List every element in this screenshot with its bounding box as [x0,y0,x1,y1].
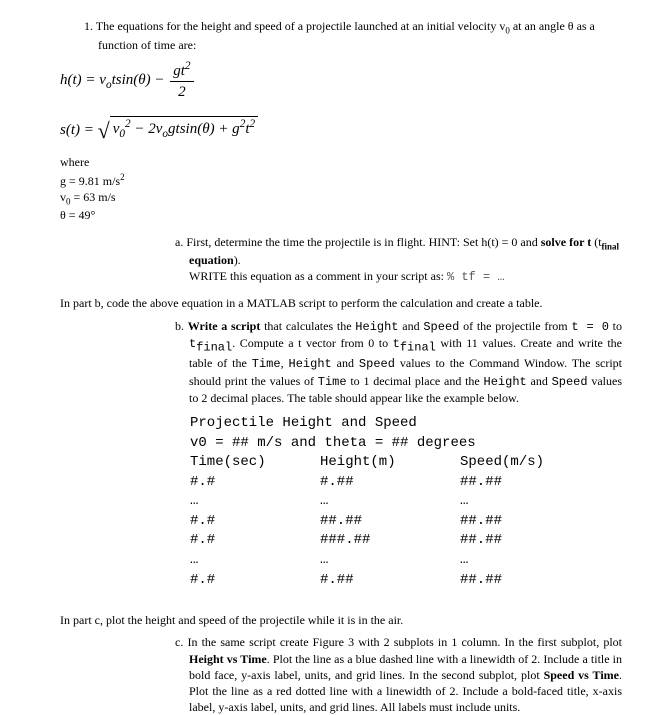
table-row: ……… [190,551,622,571]
q-number: 1. [84,19,93,33]
table-row: #.####.####.## [190,531,622,551]
table-row: ……… [190,492,622,512]
example-title: Projectile Height and Speed [190,414,622,434]
part-a: a. First, determine the time the project… [175,234,622,286]
v0-line: v0 = 63 m/s [60,189,622,208]
part-c-label: c. [175,635,183,649]
theta-line: θ = 49° [60,207,622,223]
g-line: g = 9.81 m/s2 [60,171,622,189]
intro-part-c: In part c, plot the height and speed of … [60,612,622,628]
part-a-label: a. [175,235,183,249]
example-output: Projectile Height and Speed v0 = ## m/s … [190,414,622,590]
question-intro: 1. The equations for the height and spee… [84,18,622,53]
table-row: #.##.####.## [190,473,622,493]
part-b: b. Write a script that calculates the He… [175,318,622,406]
equation-speed: s(t) = √v02 − 2vogtsin(θ) + g2t2 [60,116,622,144]
q-text-1: The equations for the height and speed o… [96,19,506,33]
table-row: #.###.####.## [190,512,622,532]
example-line2: v0 = ## m/s and theta = ## degrees [190,434,622,454]
where-block: where g = 9.81 m/s2 v0 = 63 m/s θ = 49° [60,154,622,223]
where-label: where [60,154,622,170]
part-b-label: b. [175,319,184,333]
example-header: Time(sec) Height(m) Speed(m/s) [190,453,622,473]
part-c: c. In the same script create Figure 3 wi… [175,634,622,715]
table-row: #.##.####.## [190,571,622,591]
intro-part-b: In part b, code the above equation in a … [60,295,622,311]
equation-height: h(t) = votsin(θ) − gt22 [60,59,622,103]
q-text-1b: at an angle θ [510,19,574,33]
